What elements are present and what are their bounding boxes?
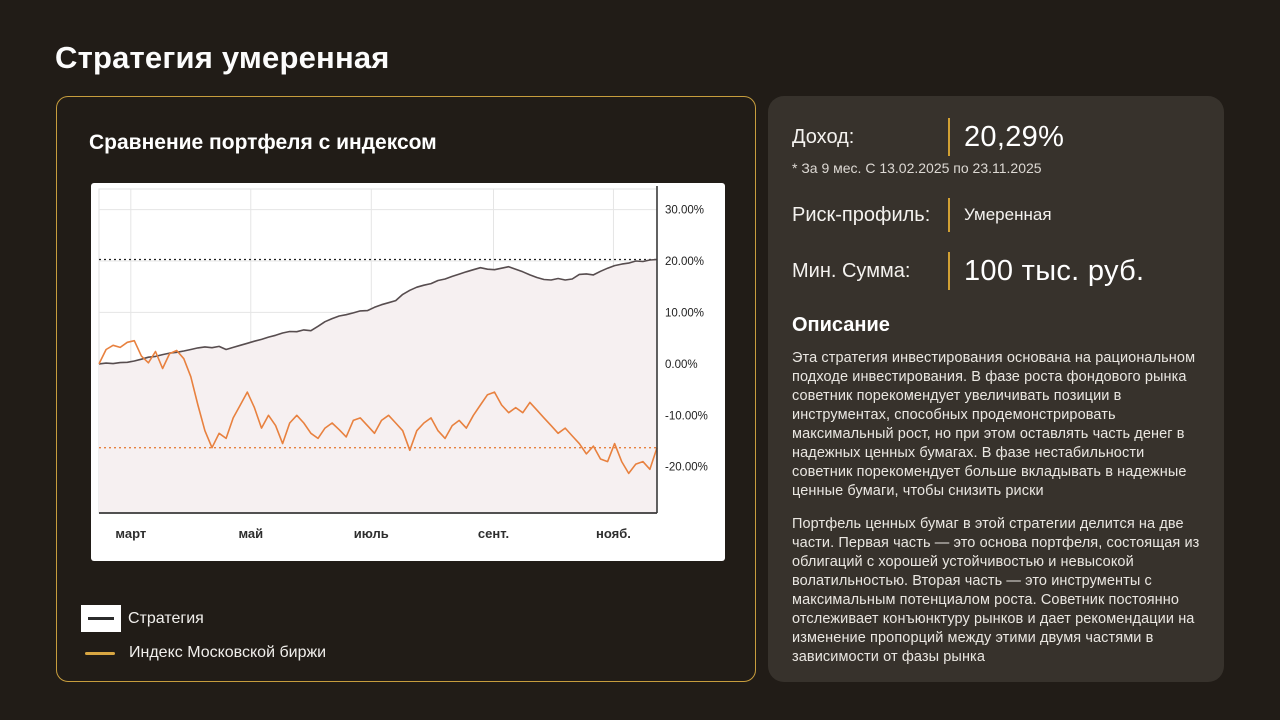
x-tick-label: нояб. xyxy=(596,526,631,541)
gold-divider xyxy=(948,252,950,290)
strategy-line xyxy=(98,258,658,365)
x-tick-label: май xyxy=(238,526,263,541)
gold-divider xyxy=(948,198,950,232)
min-sum-row: Мин. Сумма: 100 тыс. руб. xyxy=(792,252,1202,290)
index-swatch-line xyxy=(85,651,115,655)
strategy-swatch-line xyxy=(88,617,114,620)
y-tick-label: -10.00% xyxy=(665,410,708,422)
min-sum-value: 100 тыс. руб. xyxy=(964,254,1145,287)
description-paragraph-1: Эта стратегия инвестирования основана на… xyxy=(792,350,1196,499)
x-tick-label: сент. xyxy=(478,526,509,541)
y-tick-label: -20.00% xyxy=(665,462,708,474)
moex-index-line xyxy=(98,339,658,475)
description-paragraph-2: Портфель ценных бумаг в этой стратегии д… xyxy=(792,516,1200,665)
gold-divider xyxy=(948,118,950,156)
risk-profile-label: Риск-профиль: xyxy=(792,203,931,226)
income-value: 20,29% xyxy=(964,120,1065,153)
y-tick-label: 20.00% xyxy=(665,256,704,268)
risk-profile-row: Риск-профиль: Умеренная xyxy=(792,198,1202,232)
y-tick-label: 0.00% xyxy=(665,359,698,371)
chart-legend: Стратегия Индекс Московской биржи xyxy=(81,605,326,674)
x-tick-label: март xyxy=(115,526,146,541)
legend-item-index: Индекс Московской биржи xyxy=(81,644,326,662)
portfolio-vs-index-chart: март май июль сент. нояб. 30.00% 20.00% 10.00% 0… xyxy=(91,183,725,561)
period-footnote: * За 9 мес. С 13.02.2025 по 23.11.2025 xyxy=(792,160,1042,176)
y-tick-label: 10.00% xyxy=(665,307,704,319)
strategy-area xyxy=(99,259,657,513)
legend-item-strategy: Стратегия xyxy=(81,605,326,632)
page-title: Стратегия умеренная xyxy=(55,40,390,75)
description-heading: Описание xyxy=(792,314,890,336)
min-sum-label: Мин. Сумма: xyxy=(792,259,911,282)
chart-svg: март май июль сент. нояб. 30.00% 20.00% 10.00% 0… xyxy=(98,186,708,541)
info-card: Доход: 20,29% * За 9 мес. С 13.02.2025 п… xyxy=(768,96,1224,682)
legend-label-index: Индекс Московской биржи xyxy=(129,644,327,661)
income-label: Доход: xyxy=(792,125,855,148)
x-tick-label: июль xyxy=(354,526,389,541)
income-row: Доход: 20,29% xyxy=(792,118,1202,156)
comparison-heading: Сравнение портфеля с индексом xyxy=(89,131,437,154)
comparison-card: Сравнение портфеля с индексом март май июл… xyxy=(56,96,756,682)
y-tick-label: 30.00% xyxy=(665,205,704,217)
strategy-swatch xyxy=(81,605,121,632)
legend-label-strategy: Стратегия xyxy=(128,609,204,627)
risk-profile-value: Умеренная xyxy=(964,205,1052,224)
